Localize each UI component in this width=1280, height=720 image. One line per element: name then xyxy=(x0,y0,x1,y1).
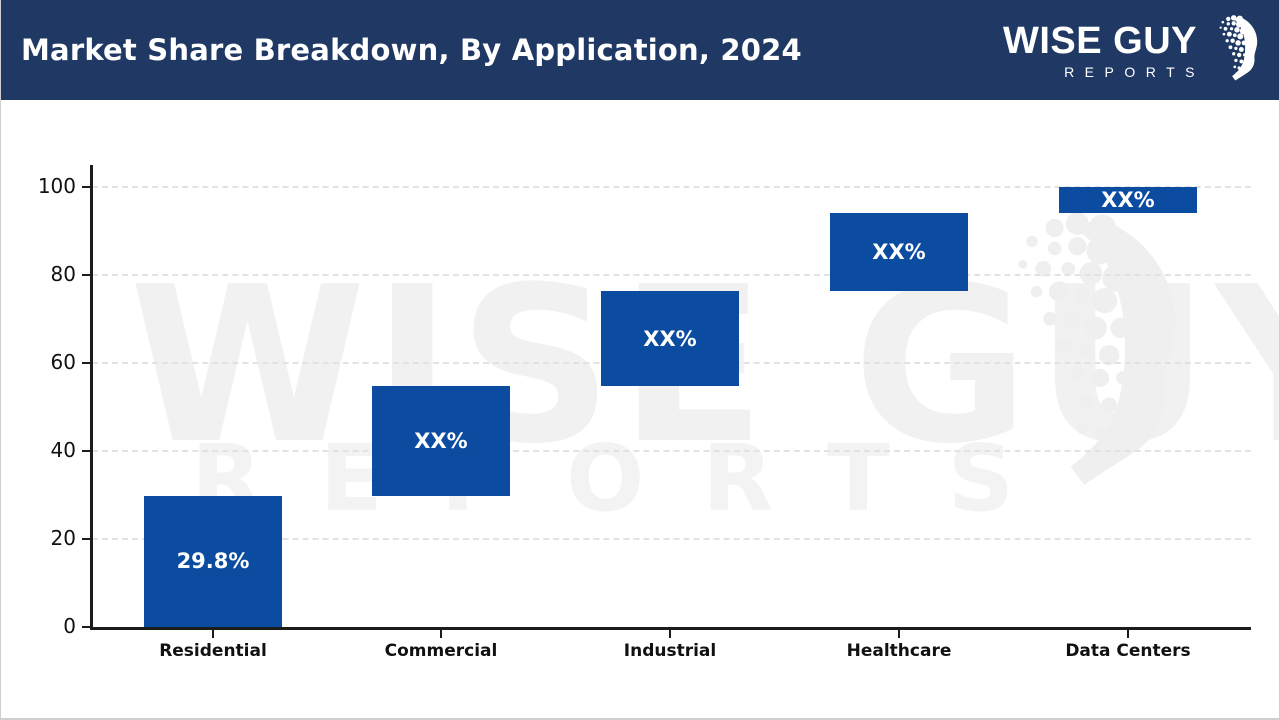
bar-healthcare: XX% xyxy=(830,212,968,292)
y-tick-label: 80 xyxy=(50,262,76,286)
x-tick-mark xyxy=(1127,630,1129,638)
brand-name: WISE GUY xyxy=(1002,19,1197,62)
bar-value-label: 29.8% xyxy=(176,549,250,574)
bar-value-label: XX% xyxy=(643,326,697,351)
y-tick-mark xyxy=(82,450,90,452)
brand-text: WISE GUY REPORTS xyxy=(1003,22,1197,79)
gridline-40 xyxy=(92,450,1251,452)
x-tick-mark xyxy=(898,630,900,638)
brand-subtitle: REPORTS xyxy=(1064,63,1205,80)
header-bar: Market Share Breakdown, By Application, … xyxy=(1,0,1279,100)
brand-logo: WISE GUY REPORTS xyxy=(1003,9,1261,91)
chart-title: Market Share Breakdown, By Application, … xyxy=(21,33,802,67)
y-tick-label: 0 xyxy=(63,614,76,638)
y-tick-mark xyxy=(82,274,90,276)
bar-value-label: XX% xyxy=(872,239,926,264)
x-tick-label-healthcare: Healthcare xyxy=(846,641,952,661)
bar-industrial: XX% xyxy=(601,291,739,387)
bar-residential: 29.8% xyxy=(144,495,282,627)
x-tick-label-industrial: Industrial xyxy=(623,641,717,661)
x-axis-spine xyxy=(90,627,1251,630)
y-tick-label: 60 xyxy=(50,350,76,374)
y-tick-mark xyxy=(82,186,90,188)
x-tick-mark xyxy=(440,630,442,638)
x-tick-label-residential: Residential xyxy=(159,641,267,661)
y-tick-label: 20 xyxy=(50,526,76,550)
y-tick-mark xyxy=(82,626,90,628)
watermark-reports-text: REPORTS xyxy=(191,425,1073,532)
y-tick-label: 40 xyxy=(50,438,76,462)
x-tick-label-data-centers: Data Centers xyxy=(1065,641,1191,661)
bar-data-centers: XX% xyxy=(1059,187,1197,213)
y-tick-mark xyxy=(82,362,90,364)
x-tick-label-commercial: Commercial xyxy=(384,641,498,661)
bar-commercial: XX% xyxy=(372,386,510,496)
y-tick-mark xyxy=(82,538,90,540)
bar-value-label: XX% xyxy=(1101,187,1155,212)
brand-head-icon xyxy=(1219,15,1258,81)
gridline-20 xyxy=(92,538,1251,540)
x-tick-mark xyxy=(212,630,214,638)
watermark-head-icon xyxy=(1018,212,1176,485)
y-axis-spine xyxy=(90,165,93,630)
x-tick-mark xyxy=(669,630,671,638)
gridline-80 xyxy=(92,274,1251,276)
bar-value-label: XX% xyxy=(414,429,468,454)
gridline-100 xyxy=(92,186,1251,188)
y-tick-label: 100 xyxy=(37,174,76,198)
